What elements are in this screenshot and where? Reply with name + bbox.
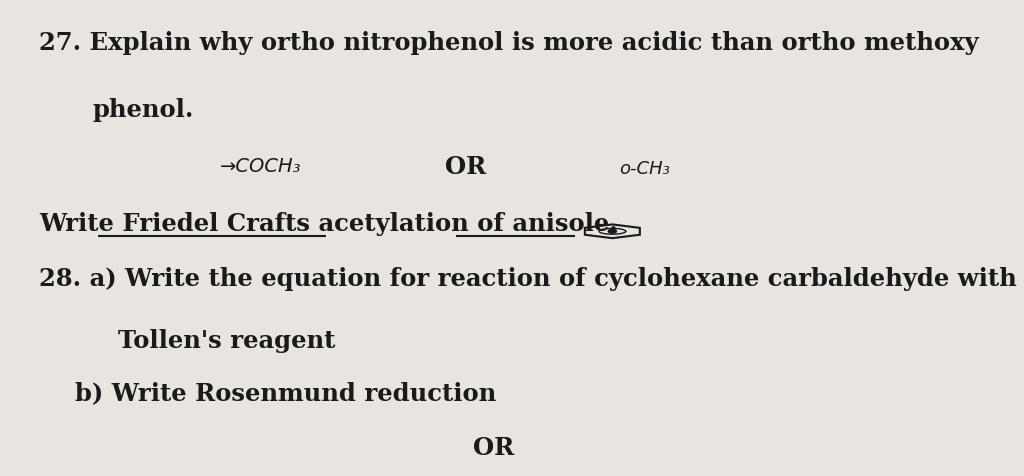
Text: OR: OR [445, 155, 486, 178]
Text: 27. Explain why ortho nitrophenol is more acidic than ortho methoxy: 27. Explain why ortho nitrophenol is mor… [39, 31, 979, 55]
Text: Write Friedel Crafts acetylation of anisole.: Write Friedel Crafts acetylation of anis… [39, 212, 617, 236]
Text: phenol.: phenol. [92, 98, 194, 121]
Circle shape [608, 230, 616, 234]
Text: Tollen's reagent: Tollen's reagent [118, 328, 335, 352]
Text: OR: OR [473, 436, 514, 459]
Text: o-CH₃: o-CH₃ [620, 159, 671, 178]
Text: b) Write Rosenmund reduction: b) Write Rosenmund reduction [75, 381, 496, 405]
Text: 28. a) Write the equation for reaction of cyclohexane carbaldehyde with: 28. a) Write the equation for reaction o… [39, 267, 1017, 290]
Text: →COCH₃: →COCH₃ [220, 157, 302, 176]
